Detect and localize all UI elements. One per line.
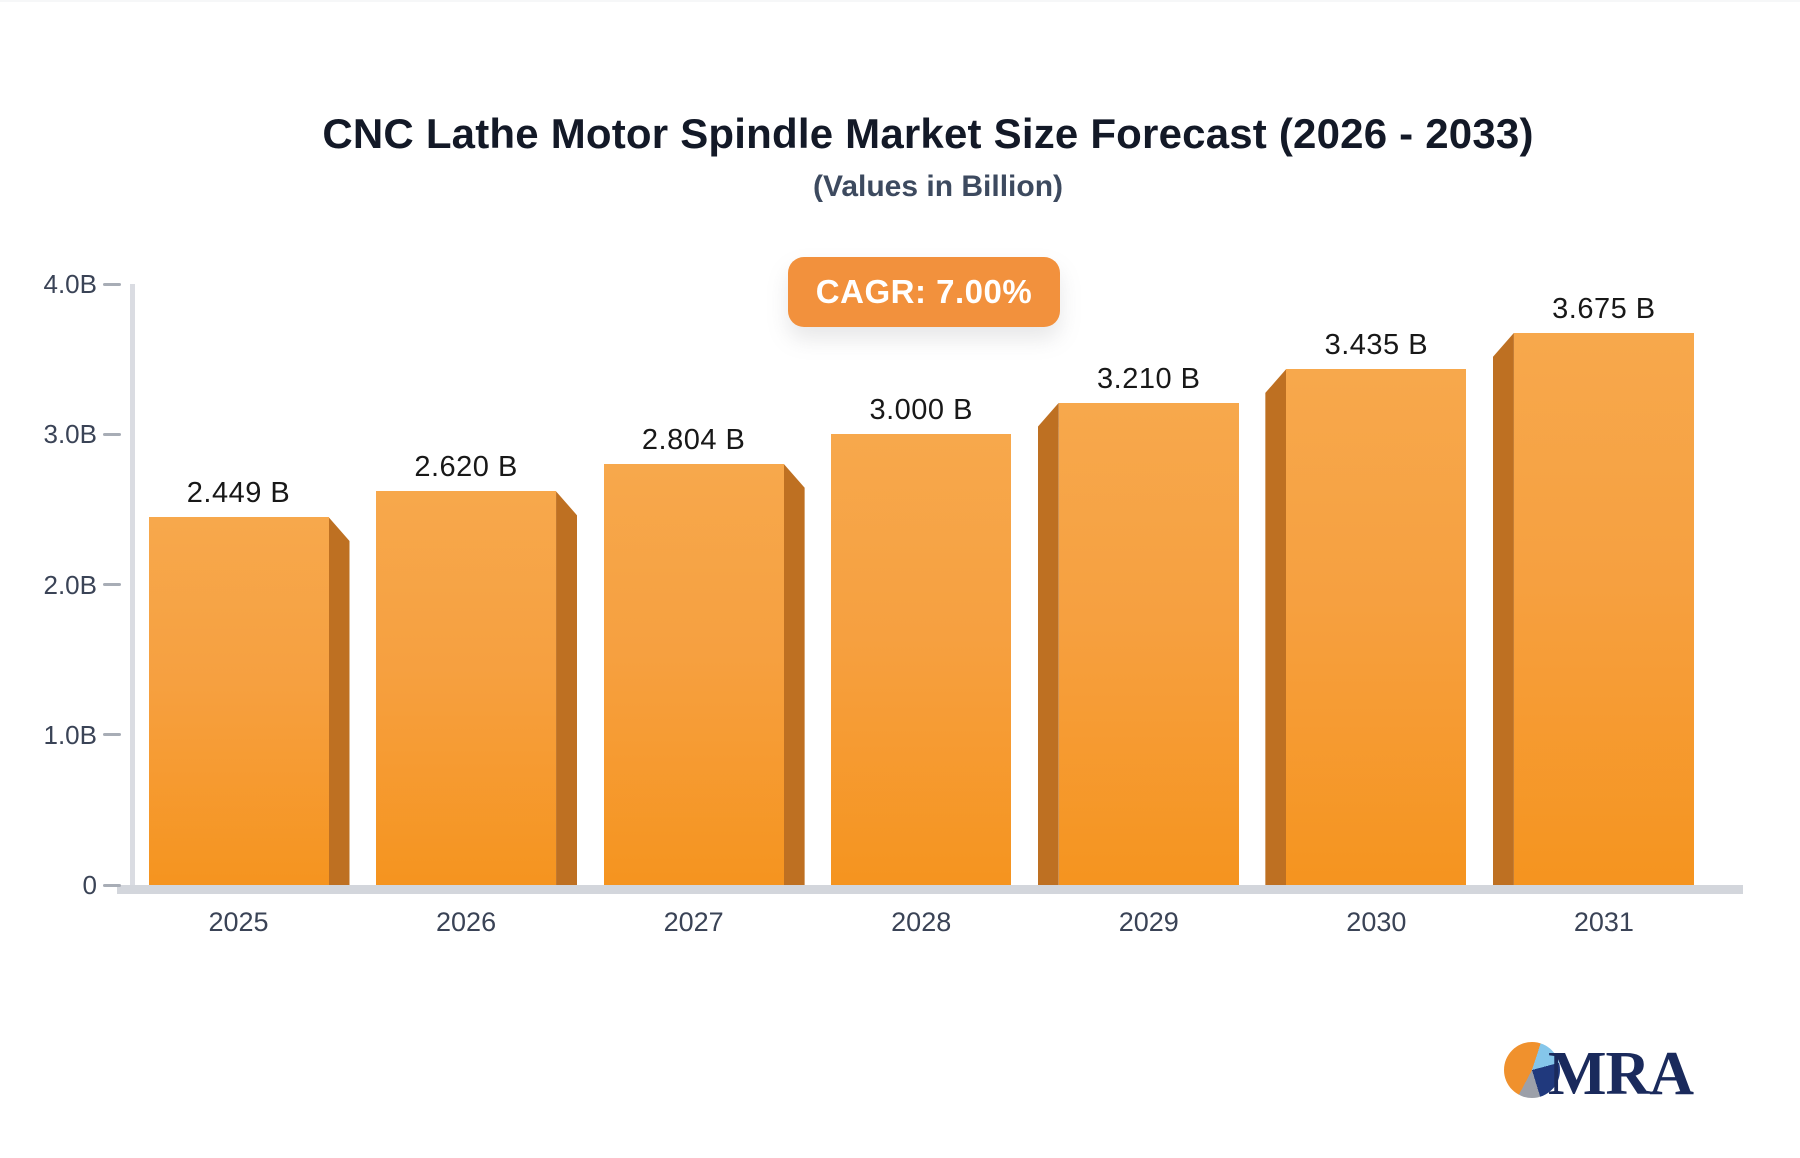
x-axis-label: 2031 <box>1573 907 1634 937</box>
x-axis-label: 2029 <box>1118 907 1179 937</box>
y-axis-label: 1.0B <box>43 719 98 750</box>
bar <box>376 491 557 885</box>
bar-3d-side <box>1265 368 1287 885</box>
y-axis-tick <box>103 733 121 737</box>
y-axis-label: 0 <box>82 870 97 900</box>
x-axis-label: 2028 <box>891 907 952 937</box>
bar <box>148 517 329 885</box>
mra-logo: MRA <box>1504 1040 1764 1108</box>
bar <box>603 463 784 885</box>
chart-title: CNC Lathe Motor Spindle Market Size Fore… <box>322 110 1534 157</box>
y-axis-tick <box>103 583 121 586</box>
cagr-badge: CAGR: 7.00% <box>788 257 1060 327</box>
y-axis-label: 4.0B <box>43 269 98 299</box>
y-axis-label: 3.0B <box>43 419 98 450</box>
logo-text: MRA <box>1548 1040 1694 1108</box>
bar <box>1286 368 1467 885</box>
bar-value-label: 2.804 B <box>641 423 746 456</box>
bar <box>831 434 1012 885</box>
bar-value-label: 3.435 B <box>1324 328 1429 361</box>
bar-value-label: 3.210 B <box>1097 362 1201 395</box>
x-axis-label: 2025 <box>208 907 269 937</box>
x-axis-label: 2030 <box>1346 907 1407 937</box>
bar-3d-side <box>328 517 350 885</box>
bar-3d-side <box>556 491 578 885</box>
bar-value-label: 2.449 B <box>186 477 291 510</box>
pie-chart-logo-icon <box>1504 1042 1560 1098</box>
y-axis-line <box>130 284 135 888</box>
y-axis-tick <box>103 883 121 887</box>
bar <box>1058 402 1239 885</box>
bar-value-label: 3.675 B <box>1552 292 1656 325</box>
y-axis-label: 2.0B <box>43 569 98 600</box>
bar-3d-side <box>1037 402 1059 885</box>
x-axis-label: 2026 <box>436 907 497 937</box>
bar-value-label: 3.000 B <box>869 394 973 427</box>
x-axis-label: 2027 <box>663 907 724 937</box>
bar-3d-side <box>783 463 805 885</box>
bar <box>1513 332 1694 885</box>
x-axis-baseline <box>117 885 1743 894</box>
y-axis-tick <box>103 282 121 286</box>
chart-subtitle: (Values in Billion) <box>812 170 1064 203</box>
y-axis-tick <box>103 432 121 436</box>
bar-3d-side <box>1492 332 1514 885</box>
bar-value-label: 2.620 B <box>414 451 518 484</box>
